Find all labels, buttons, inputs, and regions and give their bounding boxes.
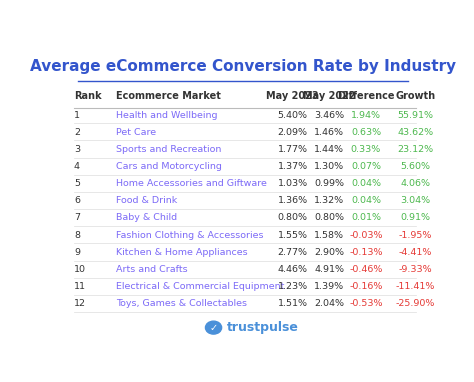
Text: 1.23%: 1.23% [277,282,308,291]
Text: 4.91%: 4.91% [314,265,344,274]
Text: 1.77%: 1.77% [277,145,308,154]
Text: -4.41%: -4.41% [399,248,432,257]
Text: trustpulse: trustpulse [227,321,298,334]
Text: 55.91%: 55.91% [398,110,434,120]
Text: 2.09%: 2.09% [277,128,308,137]
Circle shape [205,321,222,334]
Text: Cars and Motorcycling: Cars and Motorcycling [116,162,222,171]
Text: Rank: Rank [74,91,101,102]
Text: 5: 5 [74,179,80,188]
Text: 2.77%: 2.77% [277,248,308,257]
Text: 0.04%: 0.04% [351,179,381,188]
Text: 1.46%: 1.46% [314,128,344,137]
Text: 4.06%: 4.06% [401,179,430,188]
Text: 1.58%: 1.58% [314,231,344,240]
Text: 4.46%: 4.46% [277,265,308,274]
Text: 1: 1 [74,110,80,120]
Text: Sports and Recreation: Sports and Recreation [116,145,221,154]
Text: ✓: ✓ [210,323,218,333]
Text: 43.62%: 43.62% [398,128,434,137]
Text: 0.91%: 0.91% [401,214,430,222]
Text: 5.60%: 5.60% [401,162,430,171]
Text: 0.04%: 0.04% [351,196,381,206]
Text: Home Accessories and Giftware: Home Accessories and Giftware [116,179,267,188]
Text: 8: 8 [74,231,80,240]
Text: -0.03%: -0.03% [349,231,383,240]
Text: 3: 3 [74,145,80,154]
Text: Health and Wellbeing: Health and Wellbeing [116,110,218,120]
Text: 1.03%: 1.03% [277,179,308,188]
Text: 3.04%: 3.04% [401,196,431,206]
Text: -0.53%: -0.53% [349,299,383,308]
Text: 0.07%: 0.07% [351,162,381,171]
Text: 5.40%: 5.40% [277,110,308,120]
Text: 0.80%: 0.80% [277,214,308,222]
Text: -1.95%: -1.95% [399,231,432,240]
Text: Kitchen & Home Appliances: Kitchen & Home Appliances [116,248,248,257]
Text: Arts and Crafts: Arts and Crafts [116,265,188,274]
Text: 10: 10 [74,265,86,274]
Text: 2.90%: 2.90% [314,248,344,257]
Text: 0.33%: 0.33% [351,145,381,154]
Text: 3.46%: 3.46% [314,110,344,120]
Text: 1.44%: 1.44% [314,145,344,154]
Text: 4: 4 [74,162,80,171]
Text: 1.32%: 1.32% [314,196,344,206]
Text: 9: 9 [74,248,80,257]
Text: -11.41%: -11.41% [396,282,435,291]
Text: 1.94%: 1.94% [351,110,381,120]
Text: 2: 2 [74,128,80,137]
Text: Ecommerce Market: Ecommerce Market [116,91,221,102]
Text: 1.39%: 1.39% [314,282,344,291]
Text: 0.99%: 0.99% [314,179,344,188]
Text: May 2022: May 2022 [303,91,356,102]
Text: Difference: Difference [337,91,395,102]
Text: 0.01%: 0.01% [351,214,381,222]
Text: Food & Drink: Food & Drink [116,196,177,206]
Text: -0.46%: -0.46% [349,265,383,274]
Text: Growth: Growth [395,91,436,102]
Text: 7: 7 [74,214,80,222]
Text: -0.16%: -0.16% [349,282,383,291]
Text: 0.80%: 0.80% [314,214,344,222]
Text: -0.13%: -0.13% [349,248,383,257]
Text: Electrical & Commercial Equipment: Electrical & Commercial Equipment [116,282,284,291]
Text: May 2023: May 2023 [266,91,319,102]
Text: 1.36%: 1.36% [277,196,308,206]
Text: -25.90%: -25.90% [396,299,435,308]
Text: 0.63%: 0.63% [351,128,381,137]
Text: Toys, Games & Collectables: Toys, Games & Collectables [116,299,247,308]
Text: 1.51%: 1.51% [277,299,308,308]
Text: 11: 11 [74,282,86,291]
Text: 6: 6 [74,196,80,206]
Text: 1.37%: 1.37% [277,162,308,171]
Text: 1.30%: 1.30% [314,162,344,171]
Text: Pet Care: Pet Care [116,128,156,137]
Text: 1.55%: 1.55% [277,231,308,240]
Text: -9.33%: -9.33% [399,265,432,274]
Text: 23.12%: 23.12% [398,145,434,154]
Text: Fashion Clothing & Accessories: Fashion Clothing & Accessories [116,231,264,240]
Text: 2.04%: 2.04% [314,299,344,308]
Text: Average eCommerce Conversion Rate by Industry: Average eCommerce Conversion Rate by Ind… [30,59,456,74]
Text: 12: 12 [74,299,86,308]
Text: Baby & Child: Baby & Child [116,214,177,222]
